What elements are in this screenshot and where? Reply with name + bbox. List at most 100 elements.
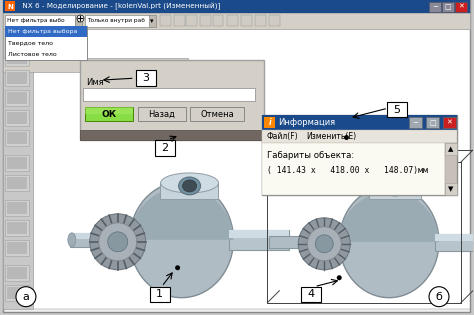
- Bar: [3, 13, 470, 29]
- Bar: [401, 190, 417, 240]
- Bar: [173, 15, 184, 26]
- Bar: [263, 115, 457, 195]
- Circle shape: [100, 224, 144, 268]
- Bar: [186, 15, 197, 26]
- Text: −: −: [432, 4, 438, 10]
- Bar: [7, 157, 27, 169]
- Text: б: б: [436, 292, 442, 302]
- Bar: [5, 240, 29, 256]
- Circle shape: [99, 223, 137, 261]
- Bar: [85, 15, 150, 27]
- Circle shape: [16, 287, 36, 307]
- Text: Отмена: Отмена: [200, 110, 234, 119]
- Bar: [5, 70, 29, 86]
- Text: 4: 4: [308, 289, 315, 299]
- Bar: [85, 107, 133, 114]
- Bar: [200, 15, 210, 26]
- Bar: [255, 15, 266, 26]
- Bar: [445, 183, 457, 195]
- Bar: [435, 234, 474, 251]
- Bar: [162, 188, 180, 238]
- Bar: [5, 15, 75, 27]
- Bar: [269, 236, 334, 248]
- Ellipse shape: [369, 176, 421, 194]
- Bar: [264, 117, 275, 128]
- Text: ▾: ▾: [77, 18, 80, 24]
- Bar: [263, 115, 457, 130]
- Bar: [3, 0, 470, 13]
- Ellipse shape: [68, 233, 76, 247]
- Text: NX 6 - Моделирование - [kolenVal.prt (Измененный)]: NX 6 - Моделирование - [kolenVal.prt (Из…: [20, 3, 220, 10]
- Text: Назад: Назад: [148, 110, 175, 119]
- Bar: [136, 70, 155, 86]
- Ellipse shape: [179, 177, 201, 195]
- Text: ание: ание: [110, 61, 129, 70]
- Bar: [155, 140, 174, 156]
- Bar: [7, 242, 27, 254]
- Text: Нет фильтра выбора: Нет фильтра выбора: [8, 29, 77, 34]
- Bar: [5, 90, 29, 106]
- Bar: [7, 72, 27, 84]
- Text: N: N: [7, 4, 13, 10]
- Text: 3: 3: [142, 73, 149, 83]
- Text: ( 141.43 x   418.00 x   148.07)мм: ( 141.43 x 418.00 x 148.07)мм: [267, 166, 428, 175]
- Text: ▾: ▾: [150, 18, 154, 24]
- Bar: [228, 15, 238, 26]
- Bar: [75, 15, 82, 27]
- Bar: [137, 107, 186, 121]
- Bar: [7, 267, 27, 279]
- Circle shape: [175, 265, 180, 270]
- Circle shape: [315, 235, 333, 253]
- Bar: [150, 287, 170, 302]
- Text: Нет фильтра выбо: Нет фильтра выбо: [7, 18, 64, 23]
- Bar: [190, 107, 245, 121]
- Bar: [7, 202, 27, 214]
- Text: Твердое тело: Твердое тело: [8, 41, 53, 46]
- Bar: [443, 117, 456, 128]
- Bar: [7, 287, 27, 299]
- Wedge shape: [130, 188, 234, 240]
- Bar: [7, 92, 27, 104]
- Bar: [5, 1, 15, 11]
- Bar: [7, 34, 27, 46]
- Bar: [3, 58, 188, 72]
- Text: Листовое тело: Листовое тело: [8, 52, 57, 57]
- Text: 5: 5: [393, 105, 401, 115]
- Text: ОК: ОК: [101, 110, 116, 119]
- Bar: [7, 132, 27, 144]
- Text: □: □: [445, 4, 451, 10]
- Bar: [426, 117, 439, 128]
- Bar: [70, 233, 140, 247]
- Bar: [5, 220, 29, 236]
- Text: i: i: [269, 118, 271, 127]
- Bar: [149, 15, 155, 27]
- Bar: [7, 222, 27, 234]
- Text: □: □: [429, 120, 436, 126]
- Circle shape: [307, 227, 341, 261]
- Bar: [455, 2, 467, 12]
- Bar: [80, 130, 264, 140]
- Circle shape: [108, 232, 128, 252]
- Bar: [301, 287, 321, 302]
- Bar: [369, 185, 421, 199]
- Text: Файл(F): Файл(F): [266, 132, 298, 141]
- Bar: [5, 32, 29, 48]
- Text: X: X: [128, 60, 134, 69]
- Bar: [435, 234, 474, 241]
- Ellipse shape: [385, 180, 405, 196]
- Bar: [387, 102, 407, 117]
- Bar: [5, 285, 29, 301]
- Text: Информация: Информация: [278, 118, 336, 127]
- Circle shape: [337, 275, 342, 280]
- Circle shape: [429, 287, 449, 307]
- Bar: [5, 26, 87, 37]
- Bar: [83, 88, 255, 101]
- Bar: [263, 143, 445, 195]
- Bar: [80, 60, 264, 140]
- Bar: [160, 15, 171, 26]
- Wedge shape: [339, 192, 439, 242]
- Ellipse shape: [389, 183, 401, 193]
- Bar: [442, 2, 454, 12]
- Circle shape: [298, 218, 350, 270]
- Text: 1: 1: [156, 289, 163, 299]
